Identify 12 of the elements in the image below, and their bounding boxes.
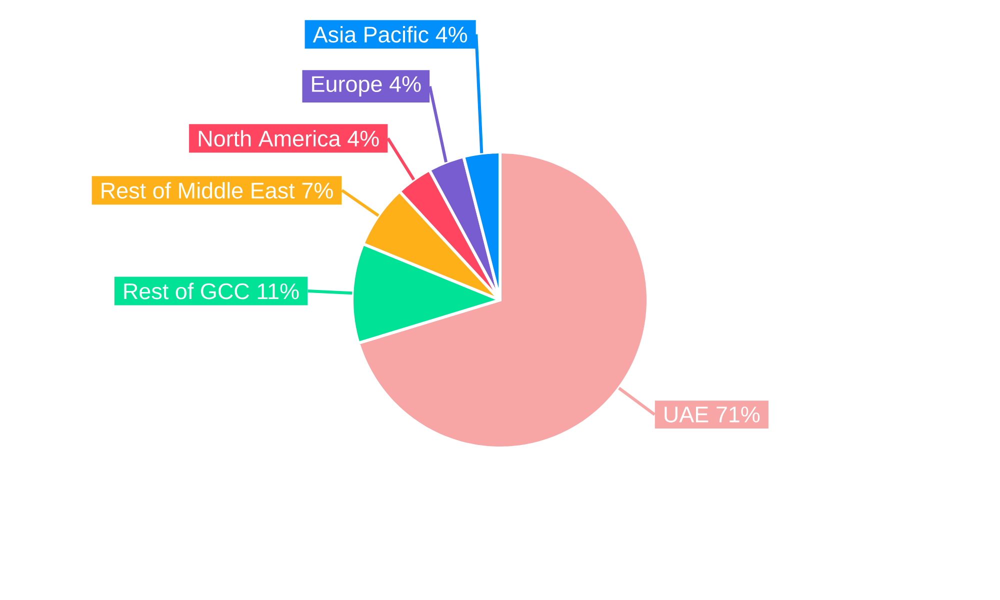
- slice-label: Rest of GCC: [124, 282, 250, 300]
- data-label: 4%: [348, 130, 379, 146]
- slice-label: Rest of Middle East: [102, 182, 295, 199]
- data-label: 4%: [390, 76, 421, 92]
- data-label: 4%: [436, 26, 468, 42]
- slice-label: Asia Pacific: [312, 26, 428, 43]
- data-label: 71%: [716, 406, 760, 422]
- data-label: 7%: [302, 182, 333, 198]
- slice-label: UAE: [664, 406, 708, 422]
- slice-label: Europe: [312, 76, 382, 96]
- data-label: 11%: [258, 283, 299, 300]
- slice-label: North America: [198, 130, 341, 147]
